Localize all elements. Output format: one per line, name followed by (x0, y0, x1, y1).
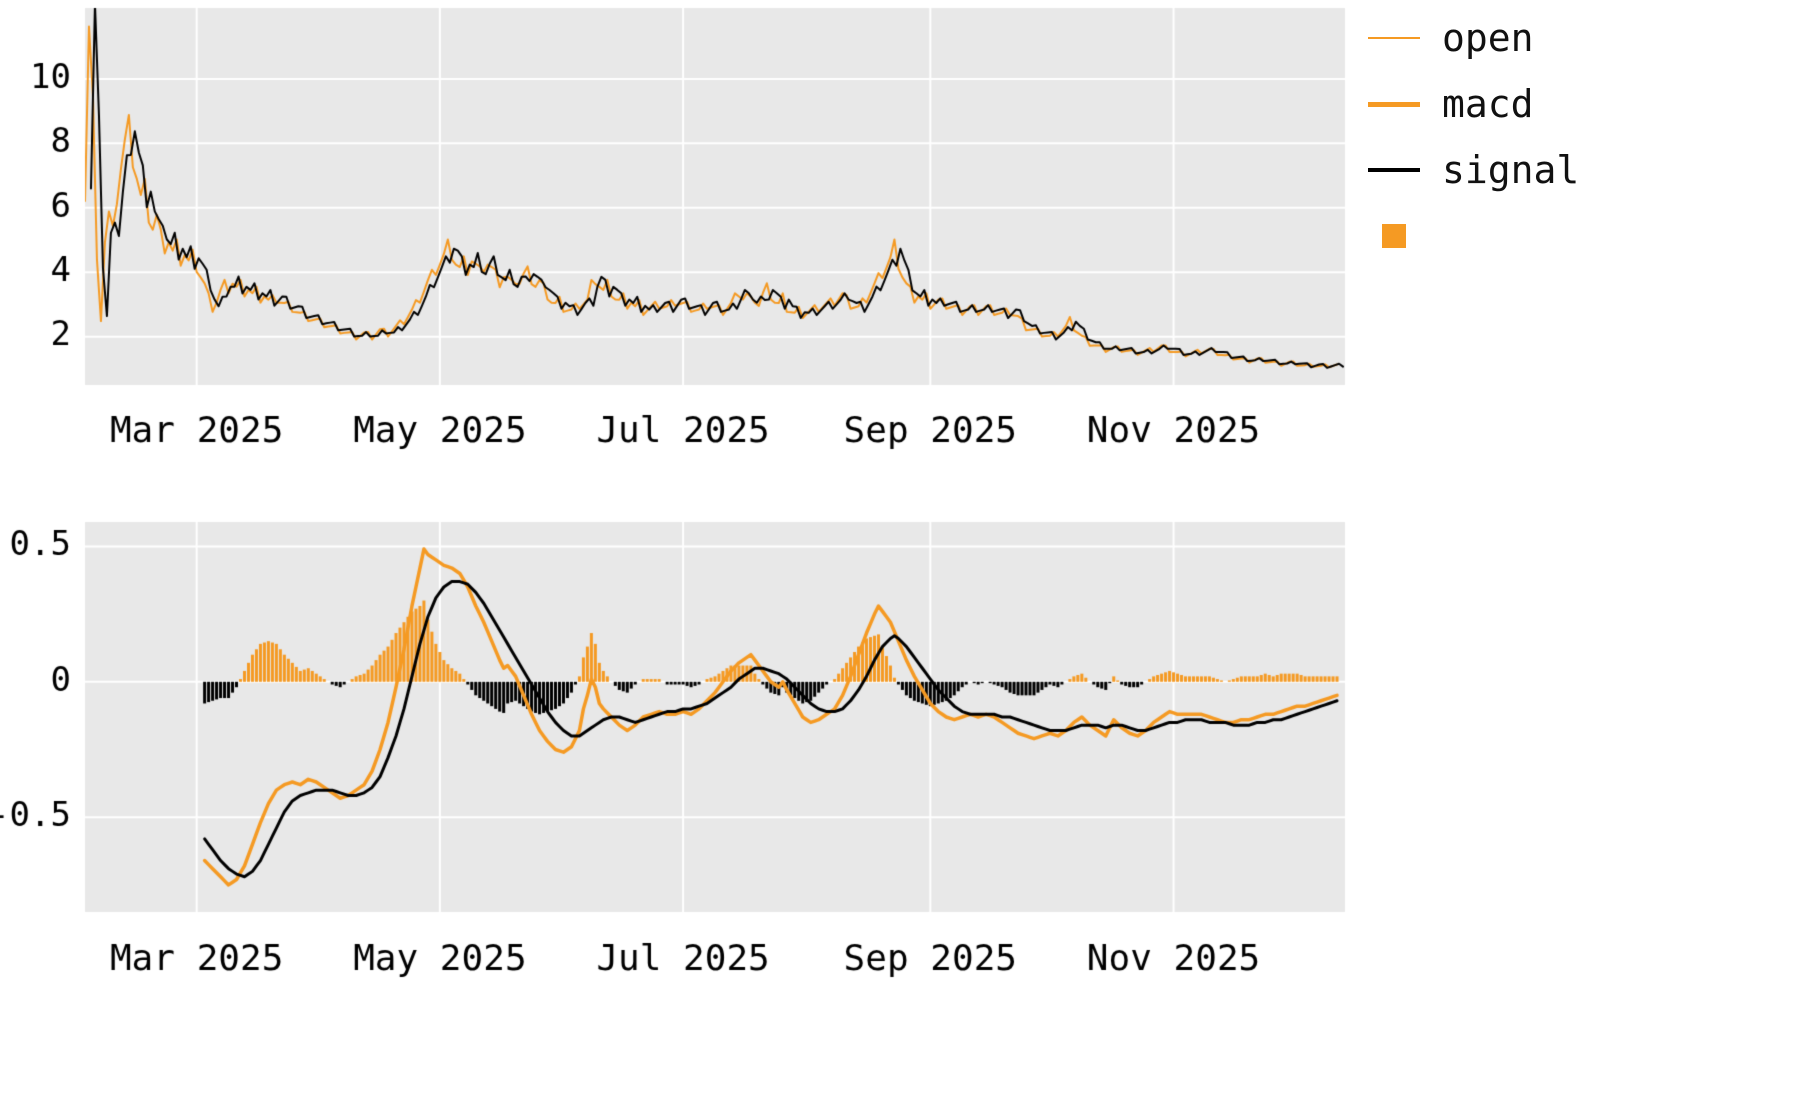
legend-label-signal: signal (1442, 148, 1580, 192)
legend-item-macd: macd (1368, 82, 1579, 126)
legend-label-open: open (1442, 16, 1534, 60)
macd-line-swatch (1368, 101, 1420, 107)
open-line-swatch (1368, 37, 1420, 39)
legend-item-histogram (1368, 214, 1579, 258)
price-chart-canvas (0, 0, 1800, 470)
signal-line-swatch (1368, 168, 1420, 172)
histogram-square-swatch (1382, 224, 1406, 248)
macd-chart-canvas (0, 470, 1800, 1100)
legend-item-signal: signal (1368, 148, 1579, 192)
legend-label-macd: macd (1442, 82, 1534, 126)
legend: open macd signal (1368, 16, 1579, 258)
legend-item-open: open (1368, 16, 1579, 60)
